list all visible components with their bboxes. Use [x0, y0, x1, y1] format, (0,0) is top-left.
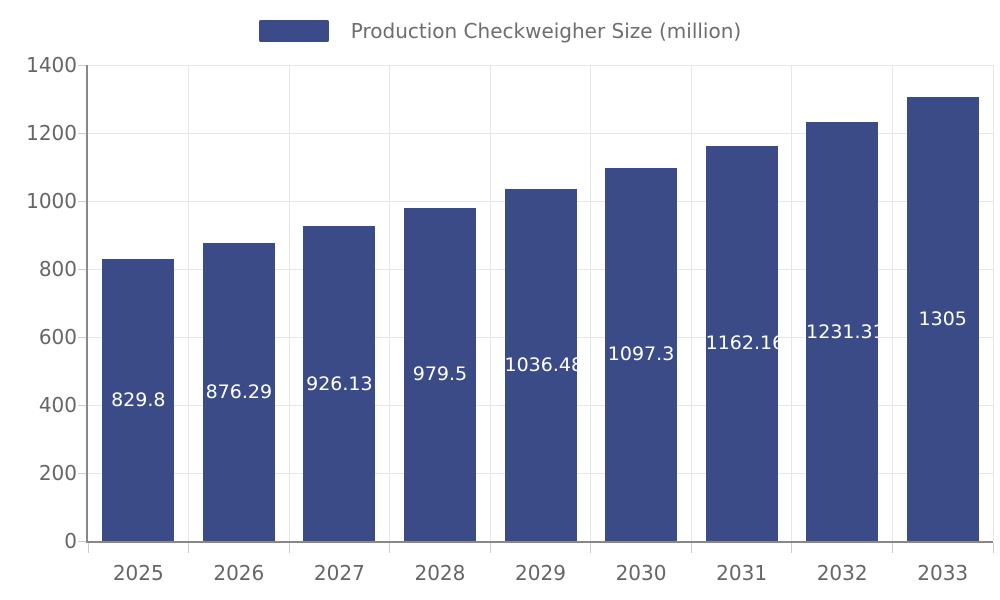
gridline-vertical: [489, 65, 491, 541]
y-tick-label: 1200: [26, 121, 77, 145]
gridline-vertical: [188, 65, 190, 541]
bar-value-label: 1097.3: [607, 343, 675, 366]
x-axis-tick: [489, 543, 491, 553]
bar-value-label: 876.29: [205, 381, 273, 404]
y-axis-tick: [78, 132, 88, 134]
x-axis-tick: [891, 543, 893, 553]
x-tick-label: 2027: [313, 561, 365, 585]
bar: 1231.31: [806, 122, 879, 541]
bar: 1305: [906, 97, 979, 541]
y-axis-tick: [78, 472, 88, 474]
x-axis-tick: [992, 543, 994, 553]
x-axis-tick: [791, 543, 793, 553]
x-tick-label: 2030: [615, 561, 667, 585]
y-tick-label: 200: [38, 461, 77, 485]
gridline-vertical: [288, 65, 290, 541]
gridline-horizontal: [88, 132, 993, 134]
y-tick-label: 0: [64, 529, 77, 553]
y-axis-tick: [78, 540, 88, 542]
bar: 1162.16: [705, 145, 778, 541]
legend-item[interactable]: Production Checkweigher Size (million): [0, 16, 1000, 46]
bar: 1036.48: [504, 188, 577, 541]
x-tick-label: 2029: [515, 561, 566, 585]
legend-label: Production Checkweigher Size (million): [350, 19, 742, 43]
bar-value-label: 1231.31: [806, 320, 879, 343]
y-axis-tick: [78, 268, 88, 270]
gridline-vertical: [992, 65, 994, 541]
y-axis-tick: [78, 404, 88, 406]
gridline-vertical: [590, 65, 592, 541]
x-tick-label: 2032: [816, 561, 868, 585]
gridline-vertical: [891, 65, 893, 541]
y-axis-tick: [78, 64, 88, 66]
y-axis-line: [86, 65, 88, 543]
x-axis-tick: [87, 543, 89, 553]
bar: 829.8: [102, 258, 175, 541]
y-axis-tick: [78, 336, 88, 338]
legend-swatch: [258, 20, 329, 42]
gridline-horizontal: [88, 64, 993, 66]
bar: 926.13: [303, 226, 376, 541]
x-axis-tick: [690, 543, 692, 553]
gridline-vertical: [690, 65, 692, 541]
x-tick-label: 2025: [112, 561, 164, 585]
y-tick-label: 800: [38, 257, 77, 281]
y-tick-label: 400: [38, 393, 77, 417]
gridline-vertical: [389, 65, 391, 541]
bar: 1097.3: [605, 167, 678, 541]
gridline-vertical: [791, 65, 793, 541]
x-tick-label: 2031: [716, 561, 768, 585]
y-tick-label: 600: [38, 325, 77, 349]
bar-value-label: 1162.16: [705, 332, 778, 355]
y-tick-label: 1000: [26, 189, 77, 213]
bar-value-label: 1036.48: [504, 353, 577, 376]
x-axis-tick: [288, 543, 290, 553]
bar-value-label: 829.8: [111, 388, 166, 411]
x-axis-tick: [389, 543, 391, 553]
bar-value-label: 1305: [918, 308, 967, 331]
x-axis-line: [86, 541, 993, 543]
y-tick-label: 1400: [26, 53, 77, 77]
x-tick-label: 2026: [213, 561, 265, 585]
x-tick-label: 2028: [414, 561, 466, 585]
bar: 979.5: [403, 207, 476, 541]
y-axis-tick: [78, 200, 88, 202]
x-axis-tick: [590, 543, 592, 553]
bar-value-label: 979.5: [412, 363, 468, 386]
x-axis-tick: [188, 543, 190, 553]
bar-value-label: 926.13: [306, 372, 373, 395]
bar: 876.29: [202, 243, 275, 541]
x-tick-label: 2033: [917, 561, 969, 585]
